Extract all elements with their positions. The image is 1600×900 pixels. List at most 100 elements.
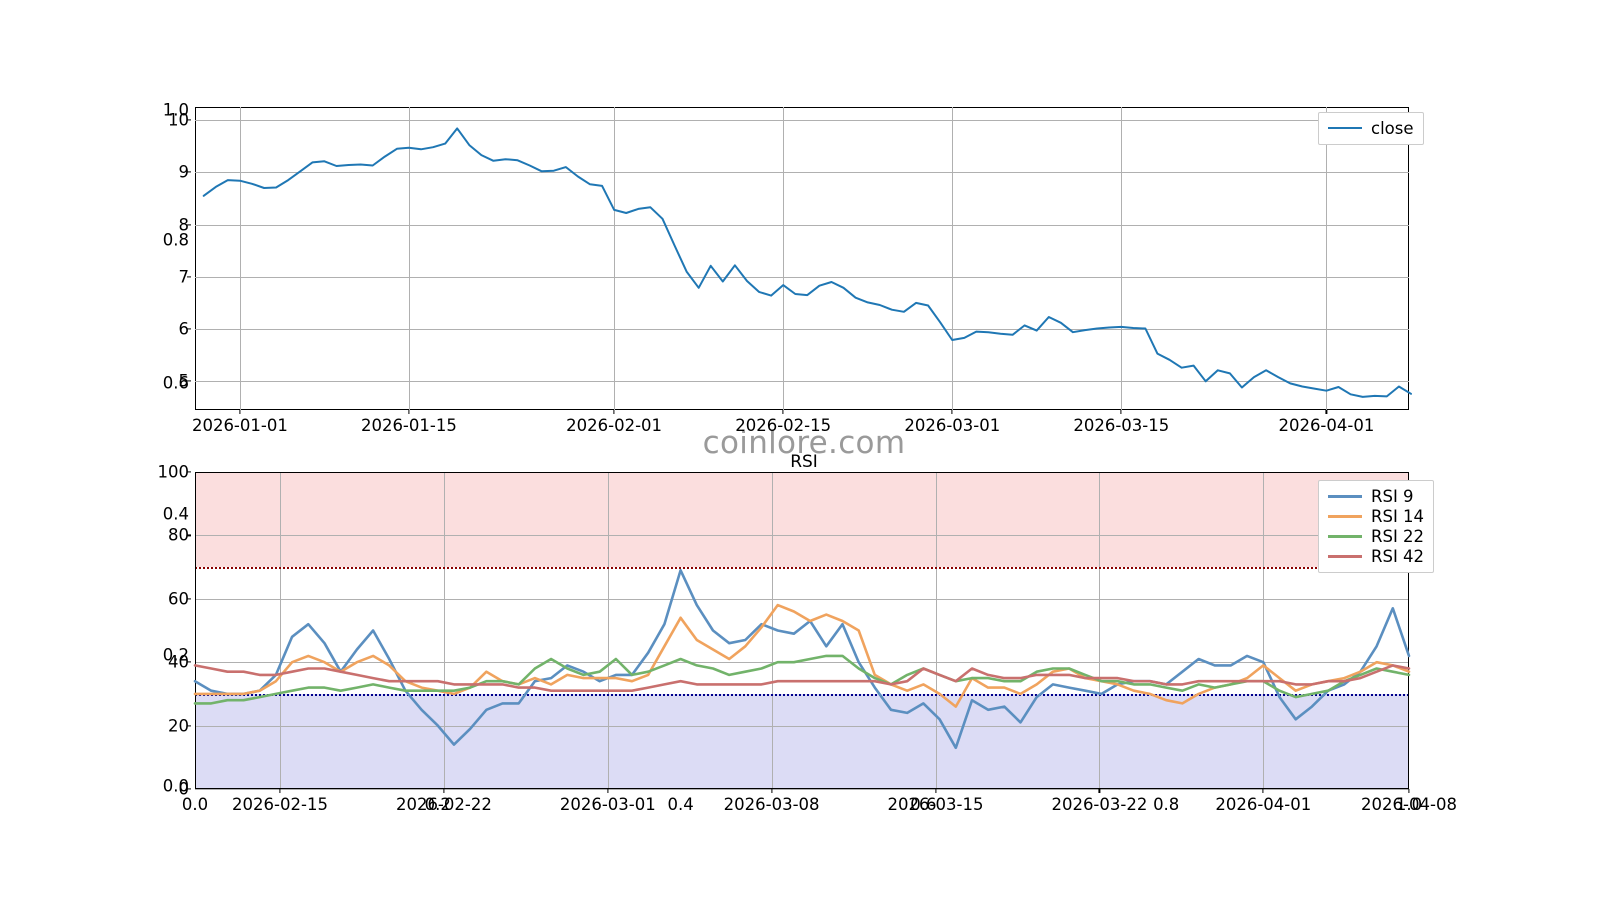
price-x-tick-mark xyxy=(408,410,410,414)
rsi-y-tick-mark xyxy=(187,661,191,663)
price-gridline-h xyxy=(195,381,1409,383)
legend-item-rsi-42[interactable]: RSI 42 xyxy=(1328,546,1424,566)
legend-label: RSI 22 xyxy=(1371,526,1425,546)
price-y-tick-label-phantom: 1.0 xyxy=(162,100,189,120)
rsi-x-tick-mark xyxy=(1262,789,1264,793)
price-y-tick-mark xyxy=(187,171,191,173)
legend-item-rsi-14[interactable]: RSI 14 xyxy=(1328,506,1424,526)
rsi-gridline-v xyxy=(443,472,445,789)
rsi-series-lines xyxy=(193,569,1411,750)
price-y-tick-mark xyxy=(187,119,191,121)
rsi-y-tick-label: 100 xyxy=(157,462,190,482)
rsi-x-tick-mark xyxy=(771,789,773,793)
rsi-y-tick-mark xyxy=(187,471,191,473)
rsi-x-tick-label-phantom: 0.6 xyxy=(910,795,937,814)
rsi-y-tick-mark xyxy=(187,725,191,727)
rsi-x-tick-label: 2026-04-08 xyxy=(1361,795,1457,814)
rsi-panel-title: RSI xyxy=(790,452,818,472)
legend-swatch-icon xyxy=(1328,514,1362,518)
rsi-gridline-v xyxy=(935,472,937,789)
price-gridline-v xyxy=(1121,107,1123,410)
rsi-polyline-rsi-22 xyxy=(193,654,1411,705)
price-y-tick-mark xyxy=(187,380,191,382)
price-x-tick-mark xyxy=(1325,410,1327,414)
rsi-y-tick-mark xyxy=(187,534,191,536)
rsi-x-tick-label-phantom: 0.4 xyxy=(667,795,694,814)
rsi-x-tick-label: 2026-03-01 xyxy=(559,795,656,814)
rsi-x-tick-label-phantom: 0.8 xyxy=(1153,795,1180,814)
rsi-x-tick-label: 2026-04-01 xyxy=(1215,795,1312,814)
price-x-tick-label: 2026-04-01 xyxy=(1278,416,1375,435)
legend-swatch-icon xyxy=(1328,534,1362,538)
legend-swatch-icon xyxy=(1328,494,1362,498)
rsi-threshold-line-70 xyxy=(195,567,1409,570)
price-x-tick-mark xyxy=(239,410,241,414)
rsi-y-tick-mark xyxy=(187,598,191,600)
price-x-tick-mark xyxy=(782,410,784,414)
price-y-tick-label-phantom: 0.8 xyxy=(162,230,189,250)
rsi-y-tick-label: 40 xyxy=(168,652,189,672)
rsi-chart-axes xyxy=(193,472,1411,790)
price-close-line xyxy=(202,127,1412,398)
price-gridline-v xyxy=(614,107,616,410)
price-x-tick-label: 2026-01-15 xyxy=(360,416,457,435)
price-gridline-h xyxy=(195,120,1409,122)
price-y-tick-mark xyxy=(187,223,191,226)
price-chart-axes xyxy=(195,107,1412,410)
rsi-y-tick-label-phantom: 0.0 xyxy=(162,776,189,796)
rsi-y-tick-label: 20 xyxy=(168,716,189,736)
price-y-tick-label: 7 xyxy=(178,267,190,287)
rsi-polyline-rsi-42 xyxy=(193,664,1411,692)
rsi-x-tick-mark xyxy=(1098,789,1100,793)
price-y-tick-mark xyxy=(187,276,191,278)
legend-item-rsi-9[interactable]: RSI 9 xyxy=(1328,486,1424,506)
price-gridline-v xyxy=(952,107,954,410)
price-x-tick-label: 2026-02-15 xyxy=(735,416,832,435)
price-gridline-h xyxy=(195,172,1409,174)
rsi-gridline-h xyxy=(195,535,1409,537)
price-y-tick-label: 5 xyxy=(178,371,190,391)
legend-label: close xyxy=(1371,118,1414,138)
price-gridline-v xyxy=(239,107,241,410)
rsi-y-tick-label: 0 xyxy=(178,779,190,799)
price-gridline-v xyxy=(408,107,410,410)
rsi-y-tick-label: 80 xyxy=(168,525,189,545)
rsi-threshold-line-30 xyxy=(195,693,1409,696)
rsi-gridline-v xyxy=(1263,472,1265,789)
price-gridline-v xyxy=(1326,107,1328,410)
price-x-tick-label: 2026-03-01 xyxy=(904,416,1001,435)
rsi-gridline-h xyxy=(195,598,1409,600)
price-y-tick-label: 10 xyxy=(168,110,189,130)
legend-label: RSI 42 xyxy=(1371,546,1425,566)
rsi-y-tick-mark xyxy=(187,788,191,790)
rsi-x-tick-label: 2026-02-22 xyxy=(395,795,492,814)
price-x-tick-mark xyxy=(1120,410,1122,414)
price-y-tick-label: 9 xyxy=(178,162,190,182)
rsi-y-tick-label: 60 xyxy=(168,589,189,609)
price-x-tick-mark xyxy=(613,410,615,414)
price-y-tick-mark xyxy=(187,328,191,330)
rsi-gridline-h xyxy=(195,725,1409,727)
rsi-polyline-rsi-14 xyxy=(193,603,1411,708)
rsi-x-tick-label: 2026-03-08 xyxy=(723,795,820,814)
rsi-x-tick-mark xyxy=(1408,789,1410,793)
rsi-gridline-v xyxy=(607,472,609,789)
rsi-y-tick-label-phantom: 0.2 xyxy=(162,645,189,665)
legend-item-close[interactable]: close xyxy=(1328,118,1414,138)
price-legend[interactable]: close xyxy=(1318,112,1424,145)
rsi-x-tick-label: 2026-03-15 xyxy=(887,795,984,814)
rsi-y-tick-label-phantom: 0.4 xyxy=(162,504,189,524)
price-x-tick-label: 2026-03-15 xyxy=(1073,416,1170,435)
rsi-x-tick-label: 2026-03-22 xyxy=(1051,795,1148,814)
price-gridline-v xyxy=(783,107,785,410)
watermark: coinlore.com xyxy=(702,425,906,461)
legend-label: RSI 14 xyxy=(1371,506,1425,526)
rsi-legend[interactable]: RSI 9 RSI 14 RSI 22 RSI 42 xyxy=(1318,480,1435,573)
legend-item-rsi-22[interactable]: RSI 22 xyxy=(1328,526,1424,546)
price-gridline-h xyxy=(195,276,1409,278)
rsi-x-tick-label-phantom: 0.2 xyxy=(424,795,451,814)
rsi-x-tick-label-phantom: 1.0 xyxy=(1395,795,1423,814)
rsi-x-tick-mark xyxy=(934,789,937,793)
price-y-tick-label: 8 xyxy=(178,215,190,234)
